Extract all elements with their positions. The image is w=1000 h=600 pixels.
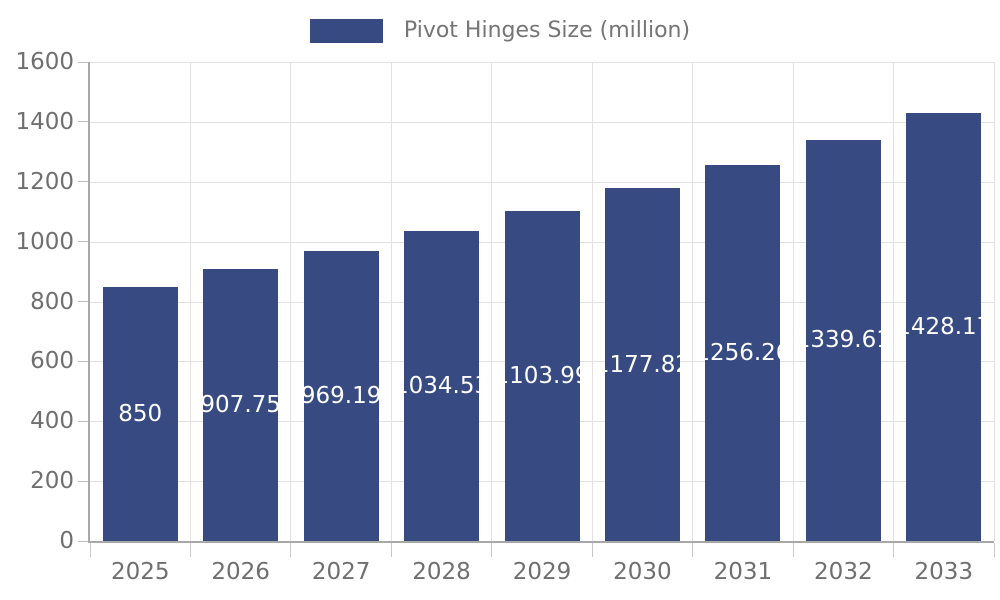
x-axis-tick xyxy=(290,543,292,557)
v-gridline xyxy=(491,62,493,541)
bar-value-label: 1256.26 xyxy=(705,339,780,366)
bar-value-label: 969.19 xyxy=(303,382,379,409)
y-axis-tick xyxy=(78,301,88,302)
v-gridline xyxy=(390,62,392,541)
v-gridline xyxy=(893,62,895,541)
bar: 1256.26 xyxy=(705,164,781,541)
y-tick-label: 800 xyxy=(30,288,74,315)
x-axis-tick xyxy=(591,543,593,557)
bar-value-label: 1428.17 xyxy=(906,314,981,341)
v-gridline xyxy=(692,62,694,541)
v-gridline xyxy=(591,62,593,541)
x-axis-tick xyxy=(189,543,191,557)
x-axis-tick xyxy=(993,543,995,557)
v-gridline xyxy=(290,62,292,541)
v-gridline xyxy=(189,62,191,541)
h-gridline xyxy=(90,62,994,63)
x-tick-label: 2032 xyxy=(814,559,873,585)
x-tick-label: 2025 xyxy=(110,559,170,585)
bar: 907.75 xyxy=(203,269,279,541)
bar-value-label: 907.75 xyxy=(203,392,279,419)
v-gridline xyxy=(993,62,995,541)
y-tick-label: 1400 xyxy=(15,108,74,135)
y-tick-label: 1000 xyxy=(15,228,74,255)
x-axis-tick xyxy=(89,543,91,557)
bar-value-label: 850 xyxy=(118,400,163,427)
y-axis-tick xyxy=(78,61,88,63)
y-tick-label: 600 xyxy=(30,348,74,375)
y-tick-label: 1600 xyxy=(15,49,74,75)
x-tick-label: 2029 xyxy=(512,559,572,585)
legend-swatch xyxy=(309,19,383,43)
y-axis-tick xyxy=(78,360,88,362)
bar: 1428.17 xyxy=(906,113,982,541)
bar-value-label: 1034.53 xyxy=(404,373,479,400)
bar-value-label: 1177.82 xyxy=(605,351,680,378)
bar-value-label: 1103.99 xyxy=(505,362,580,389)
bar: 1177.82 xyxy=(604,188,680,541)
y-tick-label: 0 xyxy=(59,528,74,554)
h-gridline xyxy=(90,121,994,123)
bar: 969.19 xyxy=(303,250,379,541)
y-axis-tick xyxy=(78,181,88,183)
x-tick-label: 2027 xyxy=(311,559,371,585)
legend-label: Pivot Hinges Size (million) xyxy=(403,18,691,43)
x-axis-tick xyxy=(491,543,493,557)
h-gridline xyxy=(90,181,994,183)
bar: 850 xyxy=(102,286,178,541)
x-axis-tick xyxy=(893,543,895,557)
bar: 1034.53 xyxy=(404,231,480,541)
x-tick-label: 2030 xyxy=(613,559,672,585)
y-axis-tick xyxy=(78,540,88,542)
x-axis-tick xyxy=(692,543,694,557)
x-tick-label: 2028 xyxy=(412,559,471,585)
y-tick-label: 400 xyxy=(30,408,74,435)
y-axis-tick xyxy=(78,420,88,422)
y-axis-tick xyxy=(78,480,88,482)
x-tick-label: 2033 xyxy=(914,559,974,585)
y-axis-tick xyxy=(78,241,88,243)
x-axis-tick xyxy=(390,543,392,557)
y-tick-label: 1200 xyxy=(15,168,74,195)
v-gridline xyxy=(792,62,794,541)
y-axis-tick xyxy=(78,121,88,123)
chart-legend: Pivot Hinges Size (million) xyxy=(0,17,1000,45)
x-axis-tick xyxy=(792,543,794,557)
x-tick-label: 2031 xyxy=(713,559,773,585)
bar: 1103.99 xyxy=(504,210,580,541)
y-tick-label: 200 xyxy=(30,468,74,495)
plot-area: 0 200 400 600 800 1000 1200 1400 1600 850 2025 907.… xyxy=(15,49,995,585)
x-tick-label: 2026 xyxy=(211,559,270,585)
